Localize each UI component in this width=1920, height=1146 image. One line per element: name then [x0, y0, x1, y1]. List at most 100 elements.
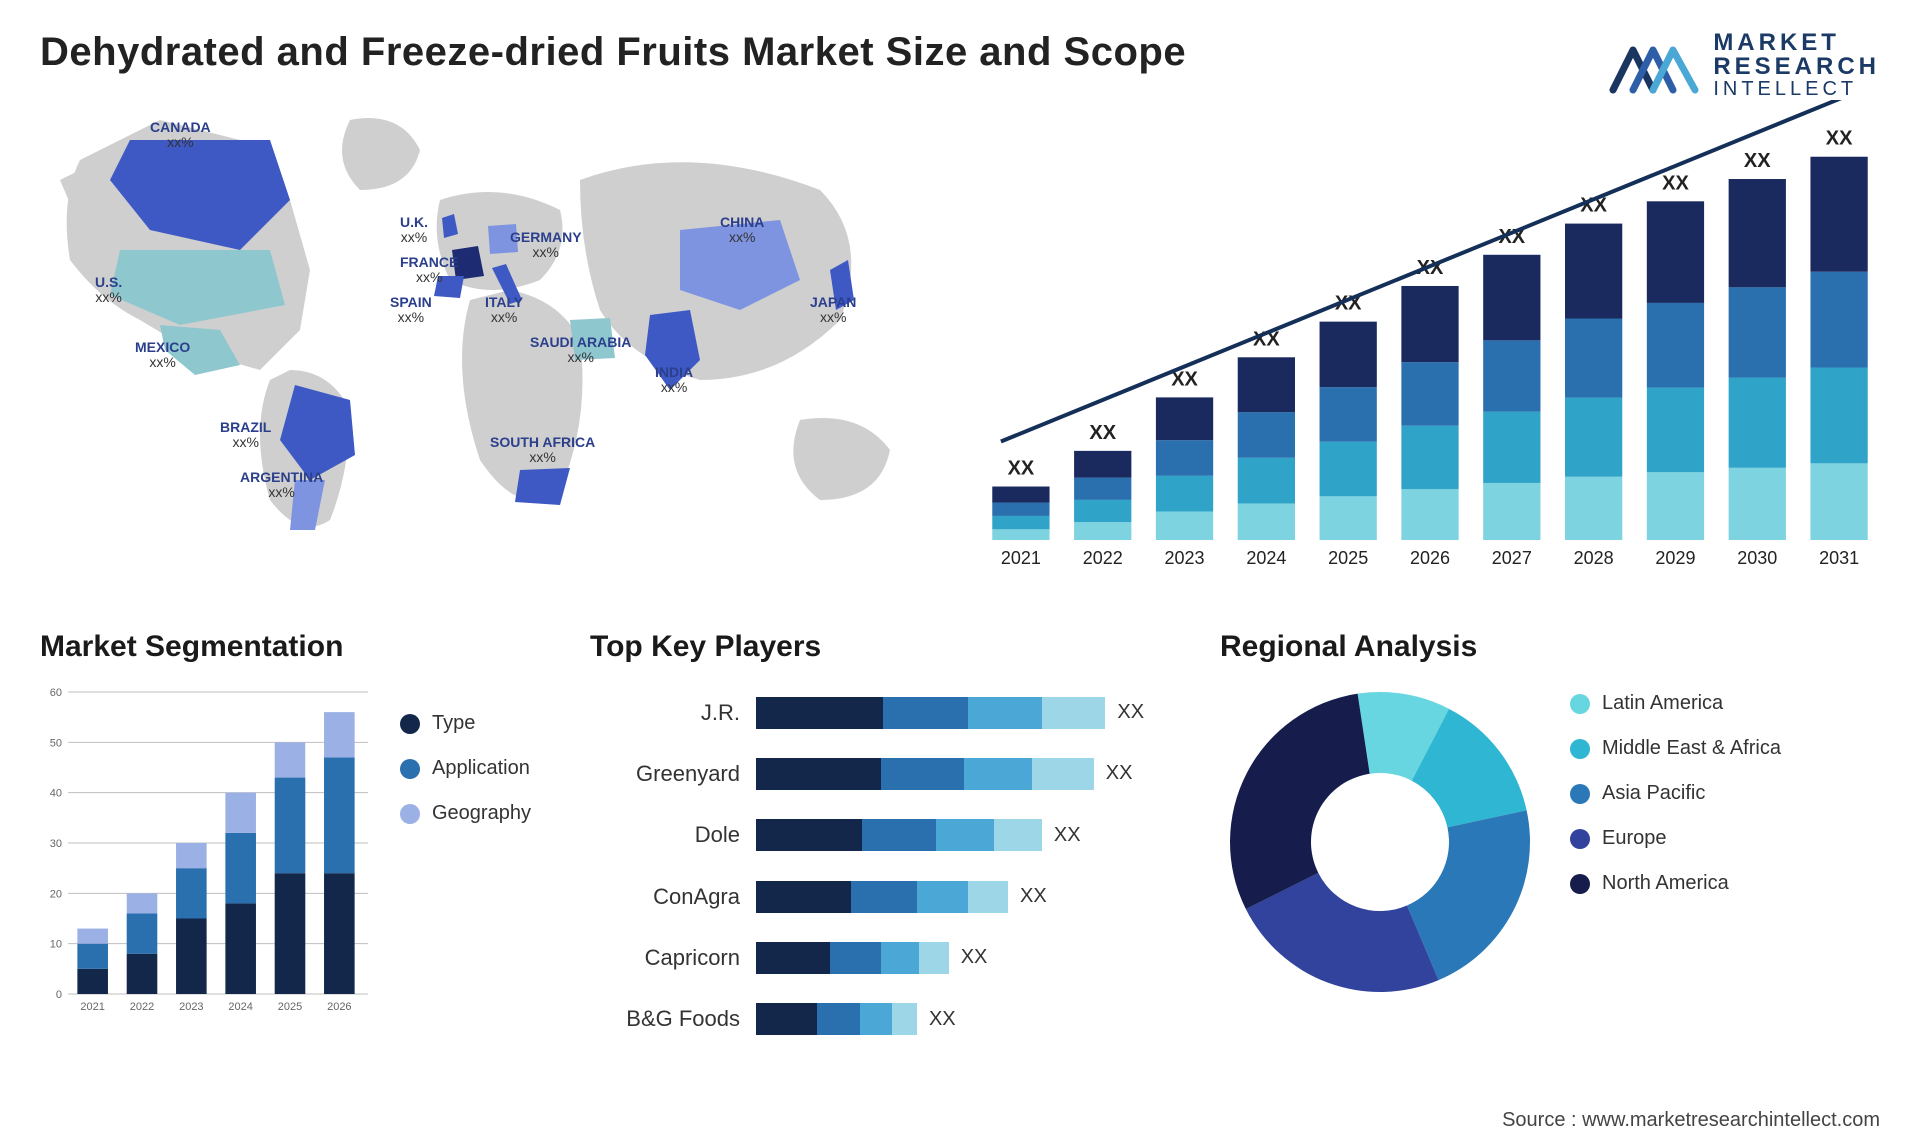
legend-dot-icon — [1570, 694, 1590, 714]
regional-legend: Latin America Middle East & Africa Asia Pa… — [1570, 682, 1781, 895]
svg-text:XX: XX — [1008, 458, 1035, 480]
player-bar — [756, 1003, 917, 1035]
svg-text:2022: 2022 — [130, 1001, 154, 1013]
player-bar-row: XX — [756, 942, 1190, 974]
player-bar — [756, 881, 1008, 913]
brand-line2: RESEARCH — [1713, 55, 1880, 79]
legend-item: Middle East & Africa — [1570, 737, 1781, 760]
player-bar — [756, 758, 1094, 790]
svg-text:2025: 2025 — [278, 1001, 302, 1013]
player-bar — [756, 942, 949, 974]
legend-dot-icon — [1570, 784, 1590, 804]
player-name: Capricorn — [590, 945, 740, 971]
player-bars: XX XX XX XX XX XX — [756, 682, 1190, 1050]
legend-label: Asia Pacific — [1602, 782, 1705, 805]
player-bar-row: XX — [756, 881, 1190, 913]
svg-text:40: 40 — [50, 788, 62, 800]
legend-dot-icon — [400, 804, 420, 824]
player-bar-row: XX — [756, 1003, 1190, 1035]
svg-text:XX: XX — [1744, 150, 1771, 172]
page-title: Dehydrated and Freeze-dried Fruits Marke… — [40, 30, 1186, 75]
player-name: Greenyard — [590, 761, 740, 787]
svg-text:60: 60 — [50, 687, 62, 699]
svg-text:2030: 2030 — [1737, 548, 1777, 568]
player-bar-value: XX — [1054, 824, 1081, 847]
player-name: ConAgra — [590, 884, 740, 910]
segmentation-panel: Market Segmentation 01020304050602021202… — [40, 630, 560, 1050]
svg-text:2029: 2029 — [1655, 548, 1695, 568]
legend-item: Application — [400, 757, 531, 780]
player-bar-value: XX — [961, 946, 988, 969]
legend-item: North America — [1570, 872, 1781, 895]
svg-text:XX: XX — [1089, 422, 1116, 444]
brand-line1: MARKET — [1713, 31, 1880, 55]
legend-label: North America — [1602, 872, 1729, 895]
player-bar-value: XX — [929, 1008, 956, 1031]
legend-item: Type — [400, 712, 531, 735]
svg-text:2026: 2026 — [327, 1001, 351, 1013]
player-bar-value: XX — [1106, 762, 1133, 785]
svg-text:2023: 2023 — [179, 1001, 203, 1013]
player-bar-value: XX — [1020, 885, 1047, 908]
bottom-row: Market Segmentation 01020304050602021202… — [40, 630, 1880, 1050]
world-map — [40, 100, 920, 540]
svg-text:10: 10 — [50, 939, 62, 951]
players-title: Top Key Players — [590, 630, 1190, 664]
legend-item: Europe — [1570, 827, 1781, 850]
legend-item: Geography — [400, 802, 531, 825]
players-panel: Top Key Players J.R. Greenyard Dole ConAgra… — [590, 630, 1190, 1050]
brand-mark-icon — [1609, 30, 1699, 100]
player-name: J.R. — [590, 700, 740, 726]
player-bar-row: XX — [756, 819, 1190, 851]
trend-chart: 2021XX2022XX2023XX2024XX2025XX2026XX2027… — [960, 100, 1900, 580]
svg-text:XX: XX — [1826, 128, 1853, 150]
svg-text:2027: 2027 — [1492, 548, 1532, 568]
player-bar-row: XX — [756, 758, 1190, 790]
top-row: CANADAxx%U.S.xx%MEXICOxx%BRAZILxx%ARGENT… — [40, 100, 1880, 600]
world-map-panel: CANADAxx%U.S.xx%MEXICOxx%BRAZILxx%ARGENT… — [40, 100, 920, 600]
svg-text:2025: 2025 — [1328, 548, 1368, 568]
player-name: B&G Foods — [590, 1006, 740, 1032]
legend-dot-icon — [1570, 874, 1590, 894]
player-names: J.R. Greenyard Dole ConAgra Capricorn B&G Foo… — [590, 682, 740, 1050]
svg-text:2031: 2031 — [1819, 548, 1859, 568]
legend-dot-icon — [400, 714, 420, 734]
svg-text:2028: 2028 — [1574, 548, 1614, 568]
player-bar-row: XX — [756, 697, 1190, 729]
trend-chart-panel: 2021XX2022XX2023XX2024XX2025XX2026XX2027… — [960, 100, 1900, 600]
svg-text:20: 20 — [50, 888, 62, 900]
legend-label: Geography — [432, 802, 531, 825]
svg-text:2023: 2023 — [1165, 548, 1205, 568]
player-name: Dole — [590, 822, 740, 848]
svg-text:XX: XX — [1662, 172, 1689, 194]
regional-panel: Regional Analysis Latin America Middle Ea… — [1220, 630, 1880, 1050]
svg-text:30: 30 — [50, 838, 62, 850]
legend-label: Middle East & Africa — [1602, 737, 1781, 760]
segmentation-legend: Type Application Geography — [400, 682, 531, 1050]
legend-label: Latin America — [1602, 692, 1723, 715]
brand-line3: INTELLECT — [1713, 79, 1880, 99]
legend-dot-icon — [1570, 829, 1590, 849]
legend-dot-icon — [400, 759, 420, 779]
legend-label: Type — [432, 712, 475, 735]
legend-dot-icon — [1570, 739, 1590, 759]
svg-text:2026: 2026 — [1410, 548, 1450, 568]
legend-label: Application — [432, 757, 530, 780]
brand-text: MARKET RESEARCH INTELLECT — [1713, 31, 1880, 99]
regional-title: Regional Analysis — [1220, 630, 1880, 664]
player-bar — [756, 819, 1042, 851]
brand-logo: MARKET RESEARCH INTELLECT — [1609, 30, 1880, 100]
header: Dehydrated and Freeze-dried Fruits Marke… — [40, 30, 1880, 100]
svg-text:2024: 2024 — [1246, 548, 1286, 568]
svg-text:2024: 2024 — [228, 1001, 252, 1013]
svg-text:0: 0 — [56, 989, 62, 1001]
segmentation-chart: 0102030405060202120222023202420252026 — [40, 682, 370, 1050]
legend-label: Europe — [1602, 827, 1667, 850]
svg-text:2021: 2021 — [1001, 548, 1041, 568]
player-bar — [756, 697, 1105, 729]
regional-donut — [1220, 682, 1540, 1002]
legend-item: Latin America — [1570, 692, 1781, 715]
segmentation-title: Market Segmentation — [40, 630, 560, 664]
svg-text:2022: 2022 — [1083, 548, 1123, 568]
svg-text:50: 50 — [50, 737, 62, 749]
